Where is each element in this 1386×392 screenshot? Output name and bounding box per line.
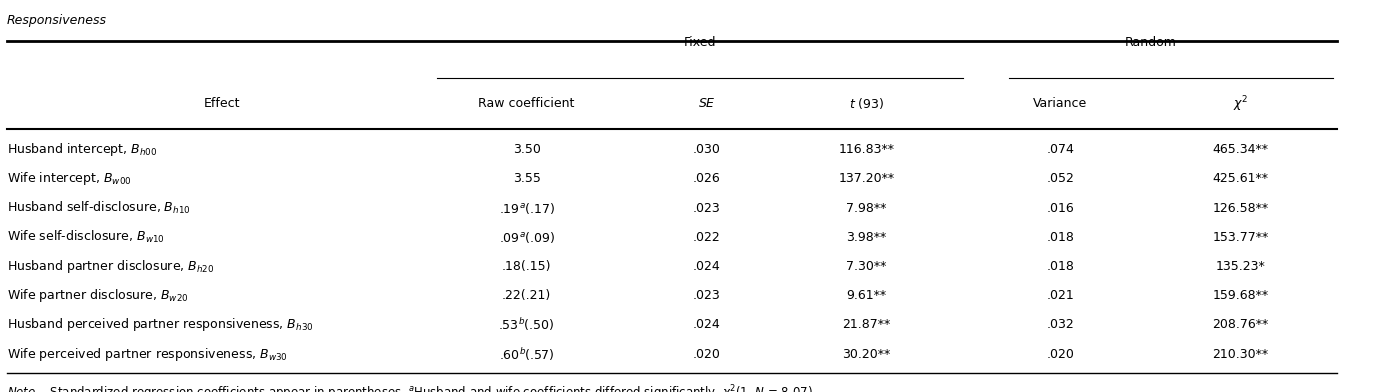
Text: 116.83**: 116.83** <box>839 143 894 156</box>
Text: Husband self-disclosure, $B_{h10}$: Husband self-disclosure, $B_{h10}$ <box>7 200 191 216</box>
Text: .016: .016 <box>1046 201 1074 215</box>
Text: 7.98**: 7.98** <box>845 201 887 215</box>
Text: .023: .023 <box>693 201 721 215</box>
Text: .60$^{b}$(.57): .60$^{b}$(.57) <box>499 346 554 363</box>
Text: Wife partner disclosure, $B_{w20}$: Wife partner disclosure, $B_{w20}$ <box>7 287 188 304</box>
Text: .074: .074 <box>1046 143 1074 156</box>
Text: Husband partner disclosure, $B_{h20}$: Husband partner disclosure, $B_{h20}$ <box>7 258 215 275</box>
Text: 135.23*: 135.23* <box>1216 260 1265 273</box>
Text: .020: .020 <box>1046 348 1074 361</box>
Text: 208.76**: 208.76** <box>1213 318 1268 332</box>
Text: Responsiveness: Responsiveness <box>7 14 107 27</box>
Text: .018: .018 <box>1046 260 1074 273</box>
Text: .052: .052 <box>1046 172 1074 185</box>
Text: .030: .030 <box>693 143 721 156</box>
Text: $\mathit{SE}$: $\mathit{SE}$ <box>699 97 715 111</box>
Text: 153.77**: 153.77** <box>1213 231 1268 244</box>
Text: .026: .026 <box>693 172 721 185</box>
Text: 465.34**: 465.34** <box>1213 143 1268 156</box>
Text: .020: .020 <box>693 348 721 361</box>
Text: 126.58**: 126.58** <box>1213 201 1268 215</box>
Text: Husband perceived partner responsiveness, $B_{h30}$: Husband perceived partner responsiveness… <box>7 316 313 334</box>
Text: Effect: Effect <box>204 97 240 111</box>
Text: Wife self-disclosure, $B_{w10}$: Wife self-disclosure, $B_{w10}$ <box>7 229 165 245</box>
Text: Variance: Variance <box>1033 97 1088 111</box>
Text: .024: .024 <box>693 318 721 332</box>
Text: Wife intercept, $B_{w00}$: Wife intercept, $B_{w00}$ <box>7 171 132 187</box>
Text: 137.20**: 137.20** <box>839 172 894 185</box>
Text: 425.61**: 425.61** <box>1213 172 1268 185</box>
Text: .024: .024 <box>693 260 721 273</box>
Text: $\chi^{2}$: $\chi^{2}$ <box>1234 94 1247 114</box>
Text: 30.20**: 30.20** <box>843 348 890 361</box>
Text: Fixed: Fixed <box>683 36 717 49</box>
Text: .021: .021 <box>1046 289 1074 302</box>
Text: Raw coefficient: Raw coefficient <box>478 97 575 111</box>
Text: .032: .032 <box>1046 318 1074 332</box>
Text: 159.68**: 159.68** <box>1213 289 1268 302</box>
Text: 21.87**: 21.87** <box>843 318 890 332</box>
Text: $\mathit{t}$ (93): $\mathit{t}$ (93) <box>848 96 884 111</box>
Text: .19$^{a}$(.17): .19$^{a}$(.17) <box>499 201 554 216</box>
Text: 3.50: 3.50 <box>513 143 541 156</box>
Text: Wife perceived partner responsiveness, $B_{w30}$: Wife perceived partner responsiveness, $… <box>7 346 288 363</box>
Text: Husband intercept, $B_{h00}$: Husband intercept, $B_{h00}$ <box>7 141 158 158</box>
Text: .022: .022 <box>693 231 721 244</box>
Text: 3.98**: 3.98** <box>845 231 887 244</box>
Text: $\it{Note}$.   Standardized regression coefficients appear in parentheses. $^{a}: $\it{Note}$. Standardized regression coe… <box>7 383 816 392</box>
Text: 9.61**: 9.61** <box>847 289 886 302</box>
Text: .18(.15): .18(.15) <box>502 260 552 273</box>
Text: Random: Random <box>1124 36 1177 49</box>
Text: .023: .023 <box>693 289 721 302</box>
Text: 210.30**: 210.30** <box>1213 348 1268 361</box>
Text: .09$^{a}$(.09): .09$^{a}$(.09) <box>499 230 554 245</box>
Text: .53$^{b}$(.50): .53$^{b}$(.50) <box>499 316 554 334</box>
Text: 7.30**: 7.30** <box>845 260 887 273</box>
Text: 3.55: 3.55 <box>513 172 541 185</box>
Text: .22(.21): .22(.21) <box>502 289 552 302</box>
Text: .018: .018 <box>1046 231 1074 244</box>
